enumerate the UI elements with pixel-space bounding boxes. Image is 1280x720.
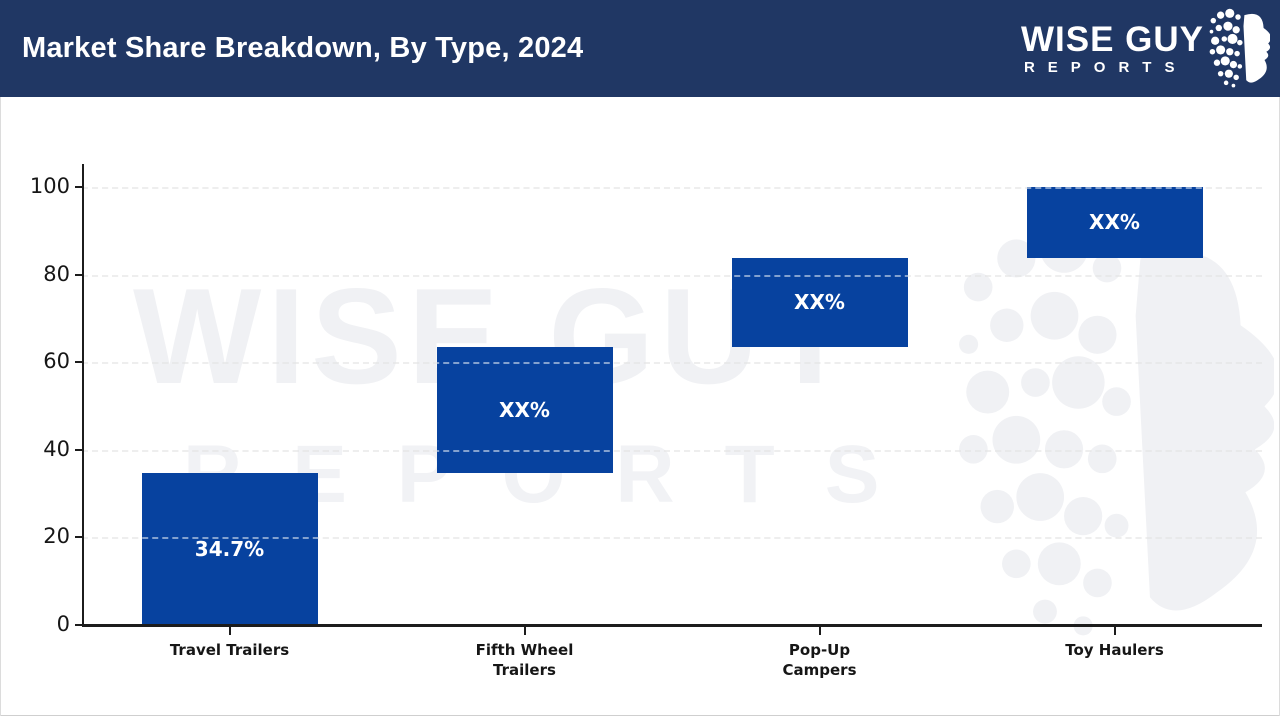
x-tick-mark (523, 627, 526, 635)
bar: 34.7% (141, 473, 318, 625)
bar-value-label: 34.7% (194, 536, 265, 561)
page-title: Market Share Breakdown, By Type, 2024 (22, 32, 584, 64)
y-tick-label: 40 (43, 436, 70, 461)
y-tick-label: 0 (56, 612, 70, 636)
x-axis-line (82, 624, 1262, 627)
logo-reports-text: REPORTS (1023, 59, 1188, 76)
y-tick-mark (75, 273, 82, 276)
y-tick-mark (75, 448, 82, 451)
y-tick-label: 20 (43, 524, 70, 549)
left-hairline (0, 97, 1, 716)
x-tick-mark (228, 627, 231, 635)
x-tick-label: Pop-Up Campers (782, 641, 857, 680)
logo-wiseguy-text: WISE GUY (1020, 20, 1204, 59)
x-tick-mark (1113, 627, 1116, 635)
gridline-overlay (82, 449, 1262, 452)
bar: XX% (436, 346, 613, 473)
bottom-hairline (0, 715, 1280, 716)
x-tick-label: Toy Haulers (1065, 641, 1164, 659)
logo-text: WISE GUY REPORTS (1021, 22, 1204, 75)
wise-guy-logo: WISE GUY REPORTS (1021, 7, 1270, 91)
dotted-head-icon (1209, 8, 1270, 87)
x-tick-mark (818, 627, 821, 635)
bar: XX% (1026, 187, 1203, 258)
bar-value-label: XX% (1089, 210, 1140, 235)
x-tick-label: Fifth Wheel Trailers (475, 641, 574, 680)
y-tick-mark (75, 361, 82, 364)
y-tick-label: 100 (29, 174, 70, 198)
x-tick-label: Travel Trailers (169, 641, 290, 659)
bar: XX% (731, 257, 908, 347)
gridline-overlay (82, 274, 1262, 277)
y-tick-mark (75, 624, 82, 626)
gridline-overlay (82, 362, 1262, 365)
y-tick-label: 60 (43, 349, 70, 374)
gridline-overlay (82, 537, 1262, 540)
watermark-head-icon (959, 225, 1274, 636)
y-tick-mark (75, 536, 82, 539)
header: Market Share Breakdown, By Type, 2024 WI… (0, 0, 1280, 97)
y-axis-line (82, 164, 84, 627)
y-tick-mark (75, 186, 82, 188)
y-tick-label: 80 (43, 261, 70, 286)
bar-value-label: XX% (794, 290, 845, 315)
gridline-overlay (82, 187, 1262, 189)
bar-value-label: XX% (499, 397, 550, 422)
